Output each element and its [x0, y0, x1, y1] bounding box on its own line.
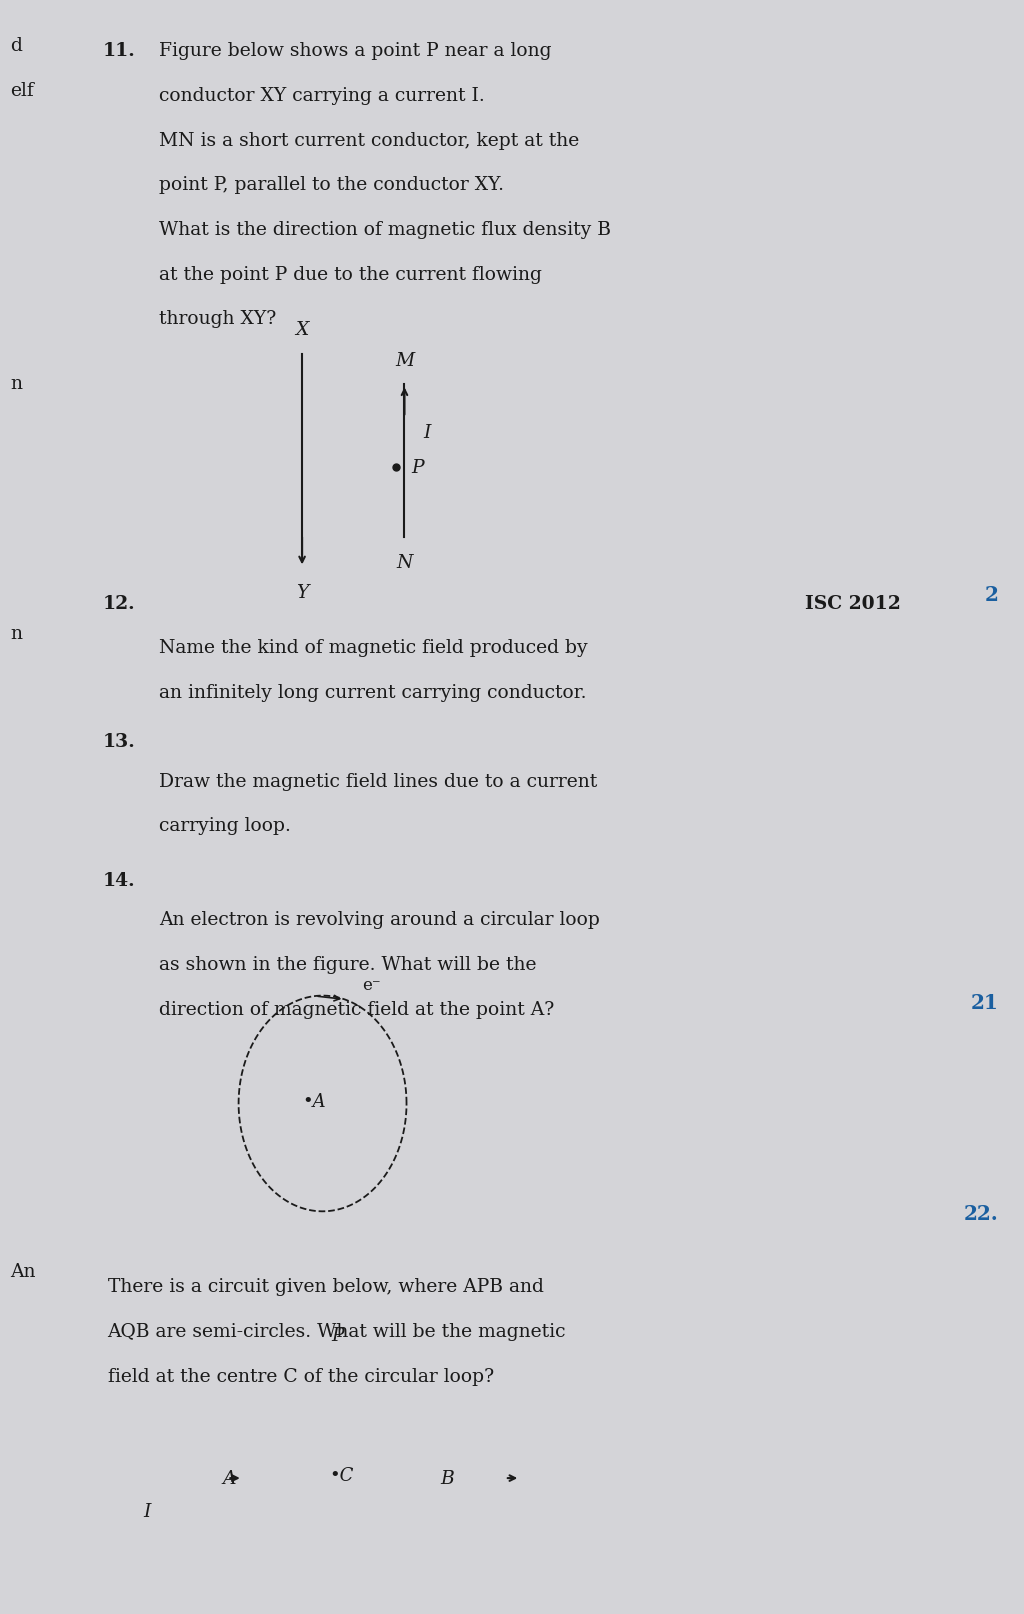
Text: An electron is revolving around a circular loop: An electron is revolving around a circul…: [159, 910, 600, 928]
Text: as shown in the figure. What will be the: as shown in the figure. What will be the: [159, 955, 537, 973]
Text: P: P: [332, 1327, 344, 1344]
Text: B: B: [440, 1469, 454, 1486]
Text: n: n: [10, 374, 23, 392]
Text: N: N: [396, 554, 413, 571]
Text: 22.: 22.: [964, 1202, 998, 1223]
Text: I: I: [143, 1503, 151, 1520]
Text: 21: 21: [971, 993, 998, 1012]
Text: Draw the magnetic field lines due to a current: Draw the magnetic field lines due to a c…: [159, 771, 597, 791]
Text: 12.: 12.: [102, 594, 135, 612]
Text: •C: •C: [329, 1467, 353, 1485]
Text: elf: elf: [10, 82, 34, 100]
Text: An: An: [10, 1262, 36, 1280]
Text: M: M: [395, 352, 414, 370]
Text: 14.: 14.: [102, 872, 135, 889]
Text: 11.: 11.: [102, 42, 135, 60]
Text: an infinitely long current carrying conductor.: an infinitely long current carrying cond…: [159, 684, 586, 702]
Text: •A: •A: [302, 1093, 327, 1110]
Text: What is the direction of magnetic flux density B: What is the direction of magnetic flux d…: [159, 221, 610, 239]
Text: There is a circuit given below, where APB and: There is a circuit given below, where AP…: [108, 1277, 544, 1296]
Text: field at the centre C of the circular loop?: field at the centre C of the circular lo…: [108, 1367, 494, 1385]
Text: A: A: [222, 1469, 236, 1486]
Text: P: P: [412, 458, 424, 478]
Text: d: d: [10, 37, 23, 55]
Text: ISC 2012: ISC 2012: [805, 594, 901, 612]
Text: Figure below shows a point P near a long: Figure below shows a point P near a long: [159, 42, 551, 60]
Text: X: X: [295, 321, 309, 339]
Text: direction of magnetic field at the point A?: direction of magnetic field at the point…: [159, 1001, 554, 1018]
Text: Y: Y: [296, 584, 308, 602]
Text: AQB are semi-circles. What will be the magnetic: AQB are semi-circles. What will be the m…: [108, 1322, 566, 1340]
Text: 13.: 13.: [102, 733, 135, 751]
Text: conductor XY carrying a current I.: conductor XY carrying a current I.: [159, 87, 484, 105]
Text: through XY?: through XY?: [159, 310, 276, 328]
Text: e⁻: e⁻: [362, 976, 381, 993]
Text: Name the kind of magnetic field produced by: Name the kind of magnetic field produced…: [159, 639, 588, 657]
Text: at the point P due to the current flowing: at the point P due to the current flowin…: [159, 266, 542, 284]
Text: point P, parallel to the conductor XY.: point P, parallel to the conductor XY.: [159, 176, 504, 194]
Text: I: I: [423, 423, 430, 442]
Text: 2: 2: [984, 584, 998, 605]
Text: MN is a short current conductor, kept at the: MN is a short current conductor, kept at…: [159, 131, 579, 150]
Text: n: n: [10, 625, 23, 642]
Text: carrying loop.: carrying loop.: [159, 817, 291, 834]
Text: Q: Q: [330, 1612, 346, 1614]
